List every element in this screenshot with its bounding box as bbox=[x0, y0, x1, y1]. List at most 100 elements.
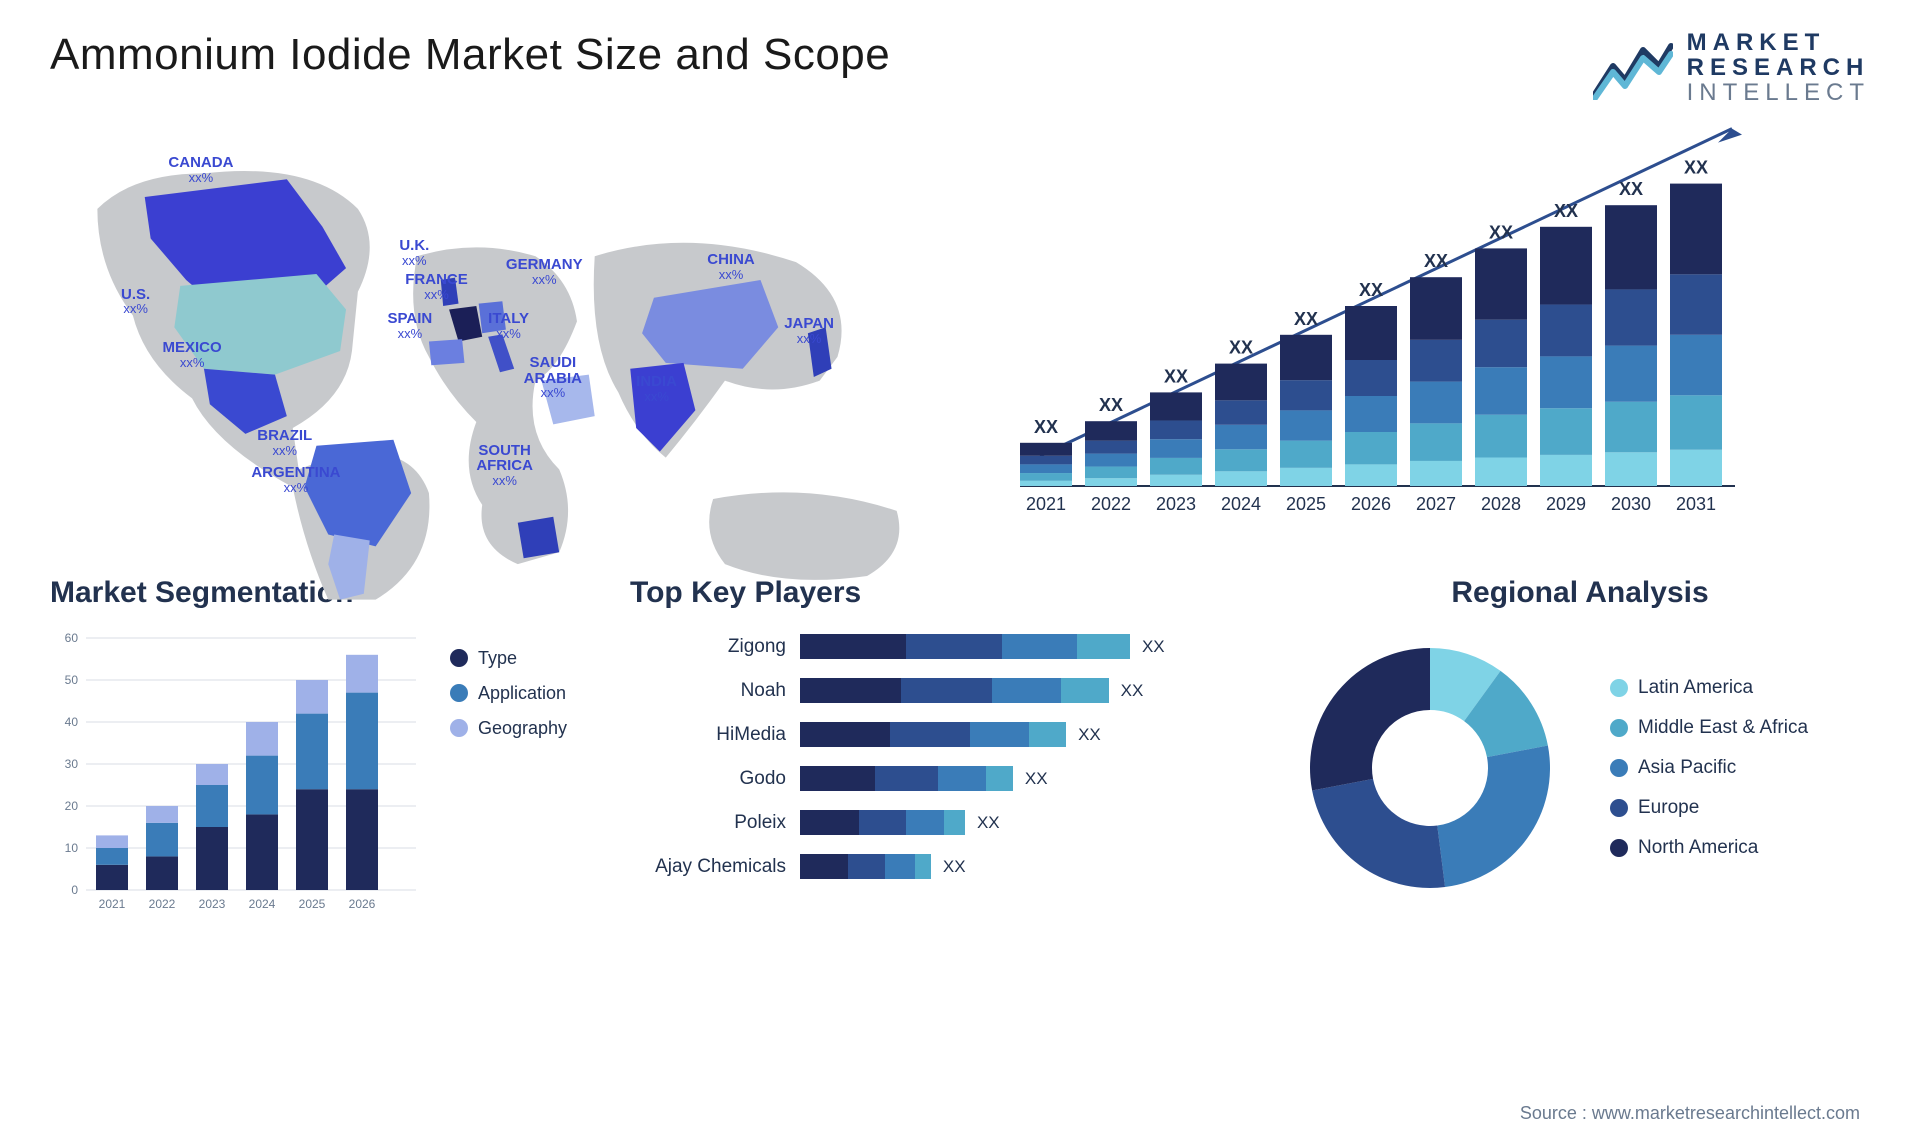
country-safrica bbox=[518, 516, 559, 557]
swatch bbox=[1610, 759, 1628, 777]
map-label-saudi-arabia: SAUDIARABIAxx% bbox=[524, 355, 582, 400]
legend-label: Asia Pacific bbox=[1638, 757, 1736, 779]
player-row-ajay-chemicals: Ajay Chemicals XX bbox=[630, 848, 1250, 886]
player-name: HiMedia bbox=[630, 724, 800, 746]
map-label-spain: SPAINxx% bbox=[388, 311, 433, 340]
player-bar bbox=[800, 810, 965, 835]
reg-legend-europe: Europe bbox=[1610, 797, 1808, 819]
svg-text:2026: 2026 bbox=[349, 897, 376, 911]
segmentation-section: Market Segmentation 01020304050602021202… bbox=[50, 576, 590, 918]
players-section: Top Key Players ZigongXXNoahXXHiMediaXXG… bbox=[630, 576, 1250, 918]
map-label-italy: ITALYxx% bbox=[488, 311, 529, 340]
reg-legend-asia-pacific: Asia Pacific bbox=[1610, 757, 1808, 779]
map-label-germany: GERMANYxx% bbox=[506, 257, 583, 286]
player-value: XX bbox=[943, 857, 966, 877]
svg-text:XX: XX bbox=[1294, 308, 1318, 328]
swatch bbox=[1610, 679, 1628, 697]
bottom-row: Market Segmentation 01020304050602021202… bbox=[50, 576, 1870, 918]
top-row: CANADAxx%U.S.xx%MEXICOxx%BRAZILxx%ARGENT… bbox=[50, 126, 1870, 526]
logo-icon bbox=[1593, 36, 1673, 100]
svg-text:2029: 2029 bbox=[1546, 494, 1586, 514]
map-label-japan: JAPANxx% bbox=[784, 316, 834, 345]
legend-label: Latin America bbox=[1638, 677, 1753, 699]
svg-text:60: 60 bbox=[65, 631, 79, 645]
svg-text:2021: 2021 bbox=[99, 897, 126, 911]
map-label-china: CHINAxx% bbox=[707, 252, 755, 281]
player-row-zigong: Zigong XX bbox=[630, 628, 1250, 666]
swatch bbox=[450, 649, 468, 667]
player-bar bbox=[800, 634, 1130, 659]
svg-text:XX: XX bbox=[1619, 179, 1643, 199]
svg-text:XX: XX bbox=[1164, 366, 1188, 386]
player-name: Poleix bbox=[630, 812, 800, 834]
svg-text:XX: XX bbox=[1229, 337, 1253, 357]
legend-label: Middle East & Africa bbox=[1638, 717, 1808, 739]
seg-legend-type: Type bbox=[450, 648, 567, 669]
world-map: CANADAxx%U.S.xx%MEXICOxx%BRAZILxx%ARGENT… bbox=[50, 126, 950, 526]
swatch bbox=[450, 719, 468, 737]
map-label-u-k-: U.K.xx% bbox=[399, 238, 429, 267]
player-name: Godo bbox=[630, 768, 800, 790]
player-row-noah: Noah XX bbox=[630, 672, 1250, 710]
svg-text:XX: XX bbox=[1554, 200, 1578, 220]
regional-donut bbox=[1290, 628, 1570, 908]
svg-text:XX: XX bbox=[1424, 251, 1448, 271]
player-row-poleix: Poleix XX bbox=[630, 804, 1250, 842]
legend-label: Geography bbox=[478, 718, 567, 739]
player-bar bbox=[800, 722, 1066, 747]
svg-text:XX: XX bbox=[1359, 280, 1383, 300]
legend-label: North America bbox=[1638, 837, 1758, 859]
svg-text:2023: 2023 bbox=[199, 897, 226, 911]
swatch bbox=[1610, 799, 1628, 817]
player-name: Ajay Chemicals bbox=[630, 856, 800, 878]
player-value: XX bbox=[1078, 725, 1101, 745]
logo-line2: RESEARCH bbox=[1687, 55, 1870, 80]
donut-slice-europe bbox=[1312, 778, 1445, 887]
player-row-himedia: HiMedia XX bbox=[630, 716, 1250, 754]
svg-text:2028: 2028 bbox=[1481, 494, 1521, 514]
svg-text:XX: XX bbox=[1099, 395, 1123, 415]
svg-text:2027: 2027 bbox=[1416, 494, 1456, 514]
svg-text:2021: 2021 bbox=[1026, 494, 1066, 514]
player-name: Zigong bbox=[630, 636, 800, 658]
svg-text:40: 40 bbox=[65, 715, 79, 729]
regional-title: Regional Analysis bbox=[1290, 576, 1870, 610]
svg-text:2024: 2024 bbox=[1221, 494, 1261, 514]
player-name: Noah bbox=[630, 680, 800, 702]
swatch bbox=[1610, 839, 1628, 857]
svg-text:0: 0 bbox=[71, 883, 78, 897]
player-value: XX bbox=[1025, 769, 1048, 789]
donut-slice-asia-pacific bbox=[1437, 745, 1550, 887]
svg-text:30: 30 bbox=[65, 757, 79, 771]
svg-text:2023: 2023 bbox=[1156, 494, 1196, 514]
growth-chart: XX2021XX2022XX2023XX2024XX2025XX2026XX20… bbox=[990, 126, 1870, 526]
growth-svg: XX2021XX2022XX2023XX2024XX2025XX2026XX20… bbox=[990, 126, 1750, 526]
player-bar bbox=[800, 766, 1013, 791]
svg-text:10: 10 bbox=[65, 841, 79, 855]
legend-label: Europe bbox=[1638, 797, 1699, 819]
svg-text:2026: 2026 bbox=[1351, 494, 1391, 514]
regional-legend: Latin America Middle East & Africa Asia Pa… bbox=[1610, 677, 1808, 859]
reg-legend-north-america: North America bbox=[1610, 837, 1808, 859]
svg-text:XX: XX bbox=[1489, 222, 1513, 242]
page-title: Ammonium Iodide Market Size and Scope bbox=[50, 30, 890, 80]
player-bar bbox=[800, 854, 931, 879]
logo-line3: INTELLECT bbox=[1687, 80, 1870, 105]
svg-text:2024: 2024 bbox=[249, 897, 276, 911]
source-text: Source : www.marketresearchintellect.com bbox=[1520, 1103, 1860, 1124]
map-label-india: INDIAxx% bbox=[636, 374, 677, 403]
map-label-argentina: ARGENTINAxx% bbox=[251, 465, 340, 494]
player-value: XX bbox=[1142, 637, 1165, 657]
country-spain bbox=[429, 339, 465, 365]
seg-legend-application: Application bbox=[450, 683, 567, 704]
map-label-brazil: BRAZILxx% bbox=[257, 428, 312, 457]
map-label-france: FRANCExx% bbox=[405, 272, 468, 301]
logo-line1: MARKET bbox=[1687, 30, 1870, 55]
map-label-canada: CANADAxx% bbox=[168, 155, 233, 184]
player-value: XX bbox=[977, 813, 1000, 833]
segmentation-legend: Type Application Geography bbox=[450, 628, 567, 918]
player-row-godo: Godo XX bbox=[630, 760, 1250, 798]
svg-text:2031: 2031 bbox=[1676, 494, 1716, 514]
player-value: XX bbox=[1121, 681, 1144, 701]
header: Ammonium Iodide Market Size and Scope MA… bbox=[50, 30, 1870, 106]
